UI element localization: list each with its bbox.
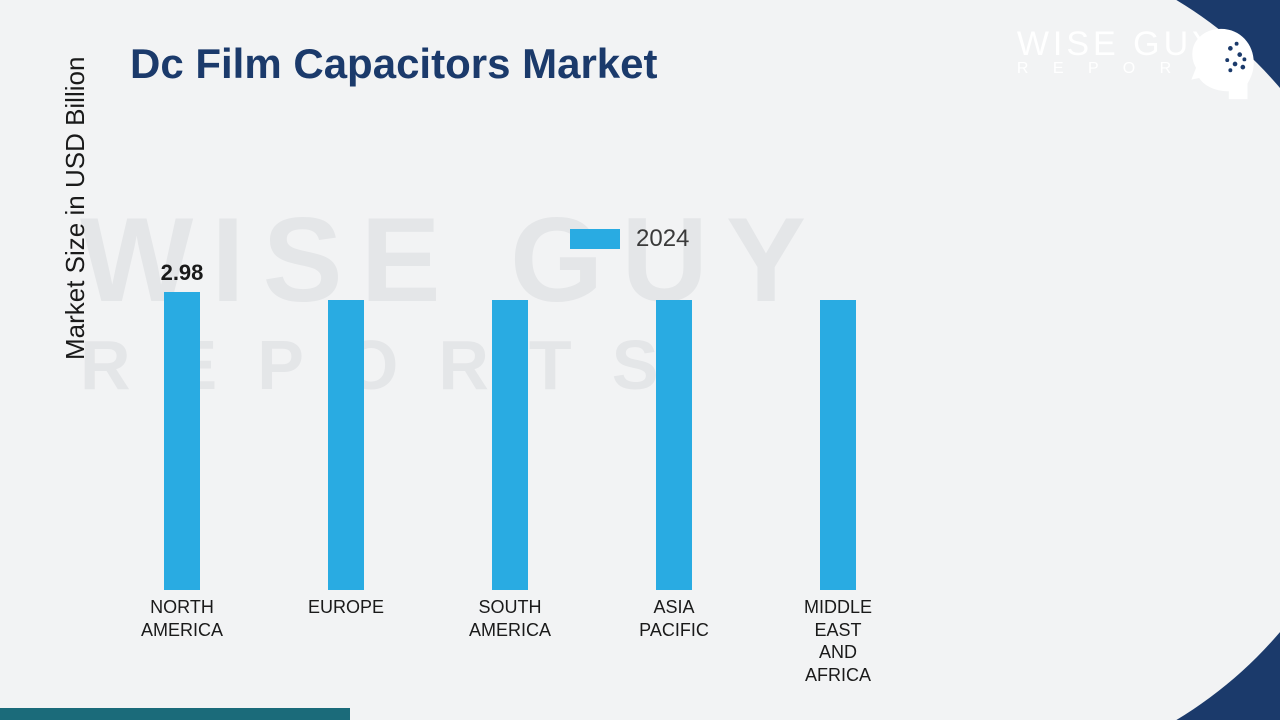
x-axis-label: EUROPE xyxy=(266,596,426,686)
bar-group xyxy=(266,268,426,590)
x-axis-label: NORTHAMERICA xyxy=(102,596,262,686)
x-axis-label: SOUTHAMERICA xyxy=(430,596,590,686)
bar xyxy=(656,300,692,590)
legend-swatch xyxy=(570,229,620,249)
bars-row: 2.98 xyxy=(100,260,920,590)
bar-group xyxy=(758,268,918,590)
chart-container: WISE GUY REPORTS Dc Film Capacitors Mark… xyxy=(0,0,1280,720)
x-axis-label: ASIAPACIFIC xyxy=(594,596,754,686)
bottom-accent-bar xyxy=(0,708,350,720)
chart-area: 2.98 xyxy=(100,260,920,590)
x-labels-row: NORTHAMERICAEUROPESOUTHAMERICAASIAPACIFI… xyxy=(100,596,920,686)
head-icon xyxy=(1182,25,1260,103)
bar xyxy=(820,300,856,590)
bar xyxy=(164,292,200,590)
y-axis-label: Market Size in USD Billion xyxy=(60,57,91,360)
x-axis-label: MIDDLEEASTANDAFRICA xyxy=(758,596,918,686)
bar-group xyxy=(430,268,590,590)
brand-logo: WISE GUY R E P O R T S xyxy=(1017,25,1250,78)
bar-value-label: 2.98 xyxy=(161,260,204,286)
legend-label: 2024 xyxy=(636,225,689,253)
legend: 2024 xyxy=(570,225,689,253)
bar xyxy=(492,300,528,590)
bar xyxy=(328,300,364,590)
sidebar-panel xyxy=(960,0,1280,720)
chart-title: Dc Film Capacitors Market xyxy=(130,40,658,88)
bar-group: 2.98 xyxy=(102,260,262,590)
bar-group xyxy=(594,268,754,590)
